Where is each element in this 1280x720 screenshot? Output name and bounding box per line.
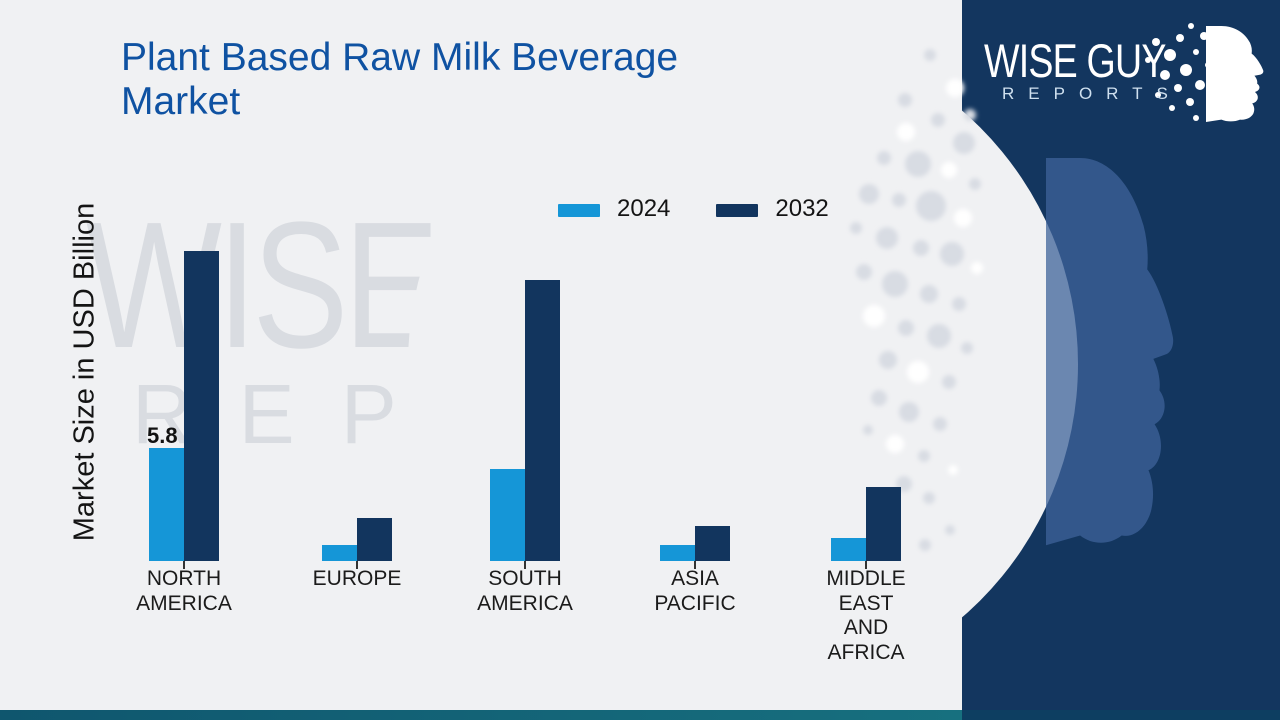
category-label-south-america: SOUTH AMERICA: [477, 567, 573, 615]
bar-2032-north-america: [184, 251, 219, 561]
legend-label-2032: 2032: [775, 195, 829, 222]
footer-accent-bar-right: [962, 710, 1280, 720]
brain-dots-icon: [850, 49, 983, 551]
axis-tick: [865, 561, 867, 569]
legend-label-2024: 2024: [617, 195, 671, 222]
chart-legend: 2024 2032: [558, 195, 829, 223]
brand-wordmark-reports: REPORTS: [1002, 84, 1182, 103]
legend-item-2032: 2032: [716, 195, 829, 223]
category-label-middle-east-and-africa: MIDDLE EAST AND AFRICA: [826, 567, 906, 664]
page-title-line2: Market: [121, 80, 241, 123]
axis-tick: [524, 561, 526, 569]
bar-2032-middle-east-and-africa: [866, 487, 901, 561]
page-title: Plant Based Raw Milk Beverage Market: [121, 36, 678, 124]
footer-accent-bar: [0, 710, 962, 720]
category-label-asia-pacific: ASIA PACIFIC: [654, 567, 736, 615]
axis-tick: [694, 561, 696, 569]
bar-2024-europe: [322, 545, 357, 561]
legend-swatch-2024: [558, 204, 600, 217]
axis-tick: [356, 561, 358, 569]
page-title-line1: Plant Based Raw Milk Beverage: [121, 36, 679, 79]
legend-swatch-2032: [716, 204, 759, 217]
brand-wordmark: WISE GUY: [984, 34, 1166, 87]
category-label-europe: EUROPE: [312, 567, 402, 590]
bar-2024-north-america: [149, 448, 184, 561]
bar-2024-south-america: [490, 469, 525, 561]
bar-2032-south-america: [525, 280, 560, 561]
bar-value-label: 5.8: [147, 423, 178, 448]
axis-tick: [183, 561, 185, 569]
bar-2032-asia-pacific: [695, 526, 730, 561]
legend-item-2024: 2024: [558, 195, 670, 223]
bar-2032-europe: [357, 518, 392, 561]
head-silhouette: [408, 29, 1078, 699]
bar-2024-asia-pacific: [660, 545, 695, 561]
bar-2024-middle-east-and-africa: [831, 538, 866, 561]
category-label-north-america: NORTH AMERICA: [136, 567, 232, 615]
logo-dots-icon: [1145, 23, 1229, 121]
